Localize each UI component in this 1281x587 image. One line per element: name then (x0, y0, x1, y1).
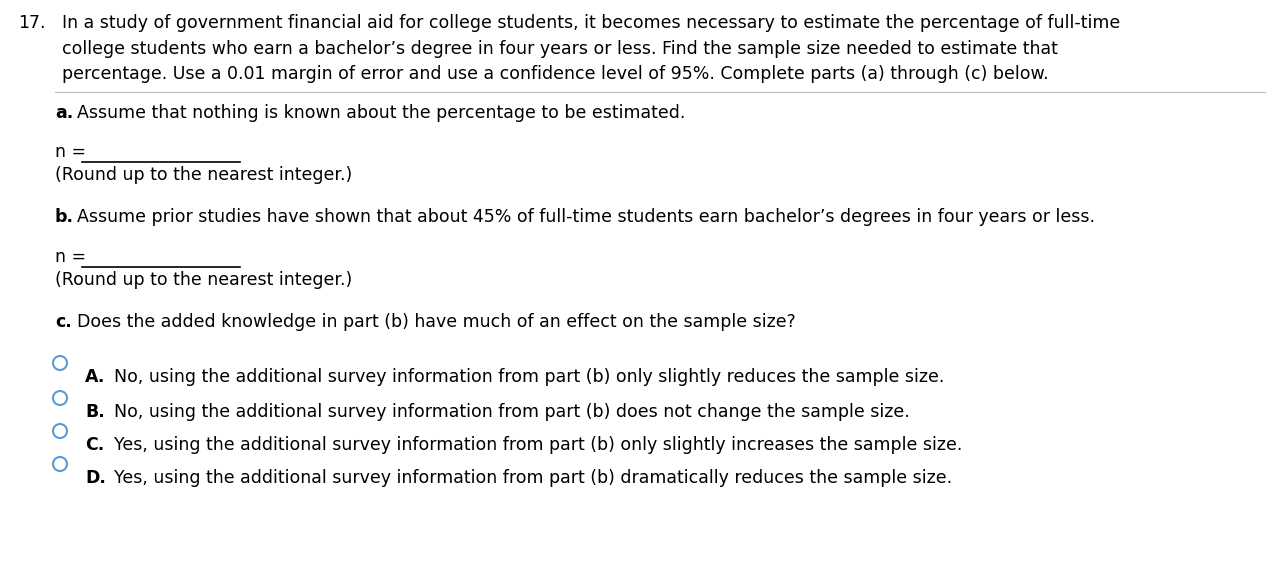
Text: n =: n = (55, 248, 86, 266)
Text: B.: B. (85, 403, 105, 421)
Text: 17.: 17. (18, 14, 46, 32)
Text: a.: a. (55, 104, 73, 122)
Text: c.: c. (55, 313, 72, 331)
Text: (Round up to the nearest integer.): (Round up to the nearest integer.) (55, 166, 352, 184)
Text: Yes, using the additional survey information from part (b) only slightly increas: Yes, using the additional survey informa… (102, 436, 962, 454)
Text: Yes, using the additional survey information from part (b) dramatically reduces : Yes, using the additional survey informa… (102, 469, 952, 487)
Text: No, using the additional survey information from part (b) does not change the sa: No, using the additional survey informat… (102, 403, 910, 421)
Text: D.: D. (85, 469, 106, 487)
Text: Assume that nothing is known about the percentage to be estimated.: Assume that nothing is known about the p… (77, 104, 685, 122)
Text: In a study of government financial aid for college students, it becomes necessar: In a study of government financial aid f… (61, 14, 1121, 83)
Text: No, using the additional survey information from part (b) only slightly reduces : No, using the additional survey informat… (102, 368, 944, 386)
Text: C.: C. (85, 436, 104, 454)
Text: Assume prior studies have shown that about 45% of full-time students earn bachel: Assume prior studies have shown that abo… (77, 208, 1095, 226)
Text: A.: A. (85, 368, 105, 386)
Text: b.: b. (55, 208, 74, 226)
Text: Does the added knowledge in part (b) have much of an effect on the sample size?: Does the added knowledge in part (b) hav… (77, 313, 796, 331)
Text: n =: n = (55, 143, 86, 161)
Text: (Round up to the nearest integer.): (Round up to the nearest integer.) (55, 271, 352, 289)
